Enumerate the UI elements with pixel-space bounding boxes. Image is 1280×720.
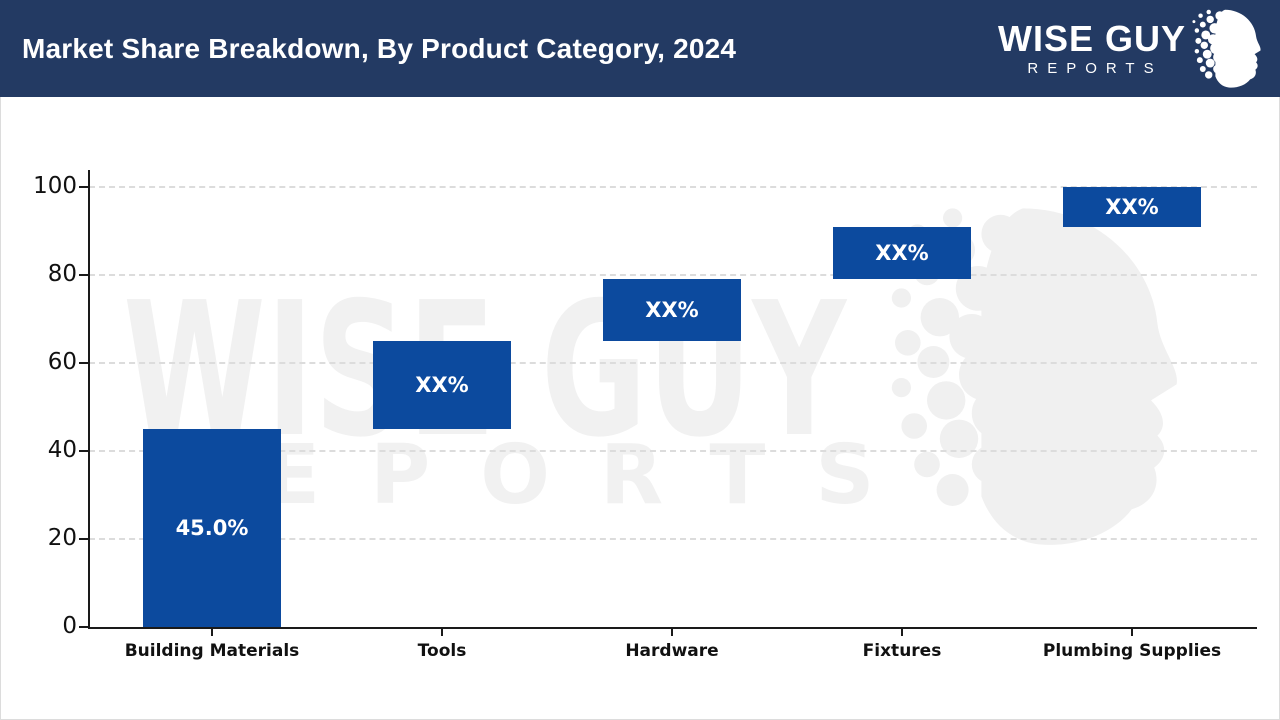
bar-hardware: XX% <box>603 279 741 341</box>
brand-logo-text: WISE GUY REPORTS <box>997 18 1186 77</box>
y-axis-label-40: 40 <box>47 437 77 463</box>
header-bar: Market Share Breakdown, By Product Categ… <box>0 0 1280 97</box>
y-axis-label-20: 20 <box>47 525 77 551</box>
gridline-40 <box>89 450 1257 452</box>
gridline-100 <box>89 186 1257 188</box>
y-axis-label-60: 60 <box>47 349 77 375</box>
bar-value-label: 45.0% <box>175 516 249 540</box>
x-axis-category-label: Building Materials <box>124 641 300 661</box>
x-axis-tick-3 <box>901 629 903 636</box>
y-axis-label-100: 100 <box>33 173 77 199</box>
brand-name: WISE GUY <box>997 18 1186 59</box>
y-axis-tick-80 <box>79 274 89 276</box>
gridline-20 <box>89 538 1257 540</box>
x-axis-line <box>88 627 1257 629</box>
y-axis-tick-60 <box>79 362 89 364</box>
bar-tools: XX% <box>373 341 511 429</box>
y-axis-tick-0 <box>79 626 89 628</box>
brand-logo: WISE GUY REPORTS <box>998 8 1262 90</box>
gridline-60 <box>89 362 1257 364</box>
chart-area: WISE GUY REPORTS 0 20 40 60 80 100 45.0% Buildi… <box>1 97 1279 719</box>
chart-container: WISE GUY REPORTS 0 20 40 60 80 100 45.0% Buildi… <box>0 97 1280 720</box>
bar-value-label: XX% <box>645 298 699 323</box>
x-axis-category-label: Plumbing Supplies <box>1042 641 1222 661</box>
gridline-80 <box>89 274 1257 276</box>
x-axis-category-label: Tools <box>417 641 467 661</box>
y-axis-label-0: 0 <box>62 613 77 639</box>
bar-fixtures: XX% <box>833 226 971 280</box>
bar-value-label: XX% <box>415 373 469 397</box>
y-axis-tick-40 <box>79 450 89 452</box>
y-axis-line <box>88 170 90 629</box>
y-axis-tick-100 <box>79 186 89 188</box>
bar-value-label: XX% <box>875 240 929 265</box>
x-axis-tick-0 <box>211 629 213 636</box>
bar-value-label: XX% <box>1105 194 1159 219</box>
x-axis-tick-2 <box>671 629 673 636</box>
page-title: Market Share Breakdown, By Product Categ… <box>22 32 737 64</box>
bar-plumbing-supplies: XX% <box>1063 187 1201 227</box>
x-axis-category-label: Fixtures <box>862 641 942 661</box>
brand-subtitle: REPORTS <box>1027 60 1163 77</box>
y-axis-tick-20 <box>79 538 89 540</box>
x-axis-tick-1 <box>441 629 443 636</box>
x-axis-tick-4 <box>1131 629 1133 636</box>
x-axis-category-label: Hardware <box>625 641 719 661</box>
y-axis-label-80: 80 <box>47 261 77 287</box>
brand-head-icon <box>1192 9 1261 88</box>
bar-building-materials: 45.0% <box>143 429 281 627</box>
